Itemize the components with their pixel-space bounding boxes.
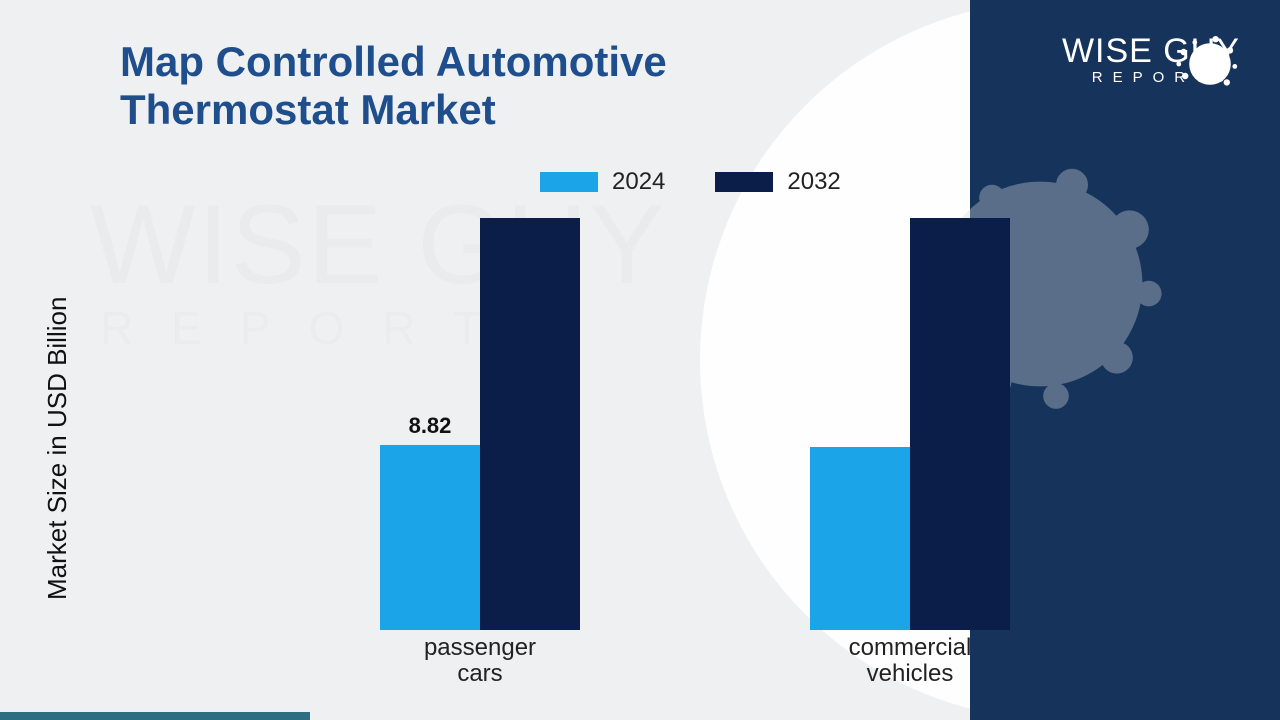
- plot-area: passenger cars8.82 commercial vehicles: [130, 210, 1030, 630]
- y-axis-label: Market Size in USD Billion: [42, 297, 73, 600]
- legend-item-2024: 2024: [540, 168, 665, 196]
- chart-page: WISE GUY REPORTS Map Controlled Automoti…: [0, 0, 1280, 720]
- bar: [480, 218, 580, 630]
- bar: [810, 447, 910, 630]
- brand-head-icon: [1166, 28, 1246, 108]
- bottom-accent-bar: [0, 712, 310, 720]
- legend-swatch-2024: [540, 172, 598, 192]
- bar-group: passenger cars8.82: [380, 210, 600, 630]
- legend-label-2032: 2032: [787, 168, 840, 196]
- legend-label-2024: 2024: [612, 168, 665, 196]
- brand-logo: WISE GUY REPORTS: [990, 32, 1240, 86]
- category-label: passenger cars: [370, 635, 590, 688]
- chart-title: Map Controlled Automotive Thermostat Mar…: [120, 38, 740, 135]
- category-label: commercial vehicles: [800, 635, 1020, 688]
- legend: 2024 2032: [540, 168, 841, 196]
- bar: [380, 445, 480, 630]
- legend-item-2032: 2032: [715, 168, 840, 196]
- bars-container: passenger cars8.82 commercial vehicles: [250, 210, 1030, 630]
- bar-value-label: 8.82: [380, 413, 480, 439]
- bar-group: commercial vehicles: [810, 210, 1030, 630]
- legend-swatch-2032: [715, 172, 773, 192]
- bar: [910, 218, 1010, 630]
